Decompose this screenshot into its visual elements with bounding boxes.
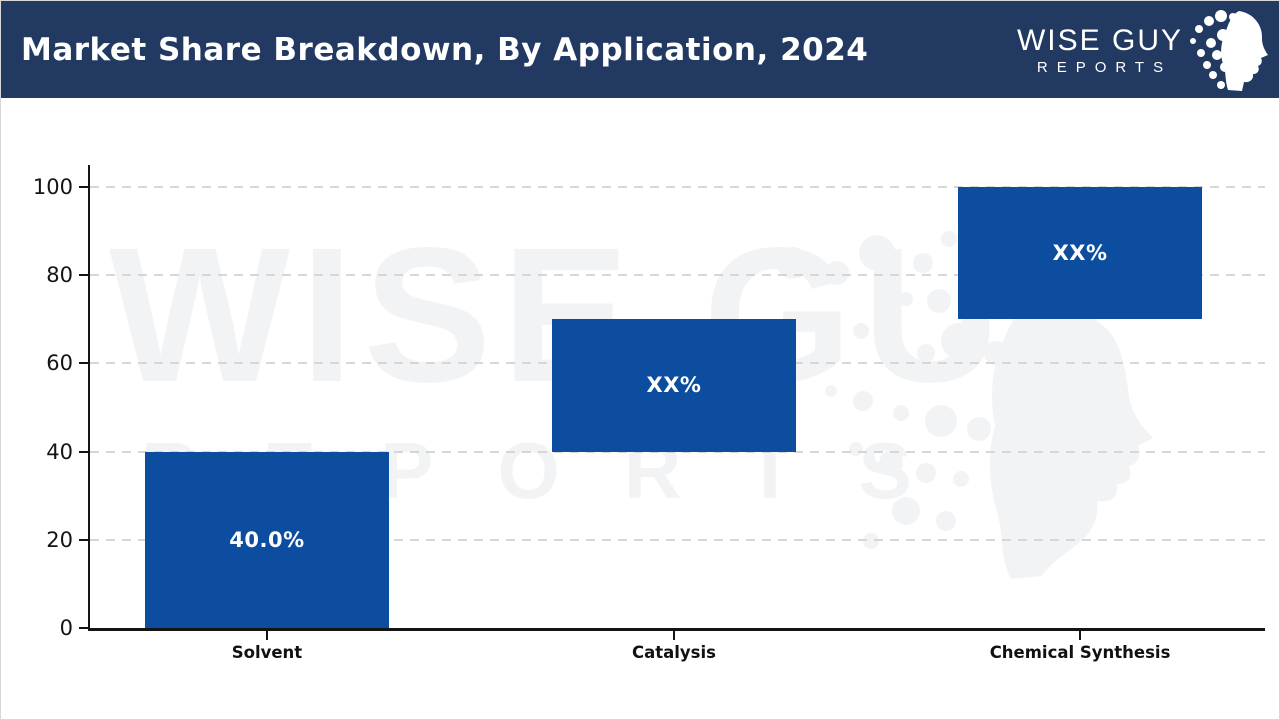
- y-tick-40: [79, 450, 88, 453]
- gridline-20: [90, 538, 1265, 541]
- x-tick-solvent: [265, 631, 268, 640]
- gridline-100: [90, 186, 1265, 189]
- y-tick-60: [79, 362, 88, 365]
- brand-head-dots-icon: [1190, 9, 1268, 91]
- bar-value-label: 40.0%: [229, 527, 305, 552]
- x-tick-chemical-synthesis: [1079, 631, 1082, 640]
- bar-solvent: 40.0%: [144, 451, 389, 628]
- bar-value-label: XX%: [1052, 241, 1108, 266]
- x-category-label-chemical-synthesis: Chemical Synthesis: [989, 643, 1171, 662]
- gridline-80: [90, 274, 1265, 277]
- y-tick-label-60: 60: [46, 351, 73, 376]
- x-category-label-catalysis: Catalysis: [631, 643, 716, 662]
- x-category-label-solvent: Solvent: [231, 643, 303, 662]
- bar-value-label: XX%: [646, 373, 702, 398]
- y-tick-label-100: 100: [32, 175, 73, 200]
- header-bar: Market Share Breakdown, By Application, …: [1, 1, 1279, 98]
- x-tick-catalysis: [672, 631, 675, 640]
- page-title: Market Share Breakdown, By Application, …: [21, 31, 869, 68]
- y-tick-20: [79, 538, 88, 541]
- y-tick-label-20: 20: [46, 527, 73, 552]
- y-tick-label-40: 40: [46, 439, 73, 464]
- y-tick-80: [79, 274, 88, 277]
- brand-name: WISE GUY: [1016, 23, 1183, 57]
- y-tick-label-80: 80: [46, 263, 73, 288]
- y-tick-100: [79, 186, 88, 189]
- y-tick-label-0: 0: [59, 616, 73, 640]
- brand-subtitle: REPORTS: [1036, 58, 1173, 76]
- y-tick-0: [79, 627, 88, 629]
- bar-chemical-synthesis: XX%: [958, 187, 1203, 320]
- brand-logo: WISE GUY REPORTS: [1017, 7, 1279, 93]
- plot-area: 0 20 40 60 80 100 40.0% XX% XX% Solvent Catalysis C…: [33, 165, 1265, 662]
- brand-logo-text: WISE GUY REPORTS: [1017, 24, 1183, 76]
- bar-catalysis: XX%: [551, 319, 796, 452]
